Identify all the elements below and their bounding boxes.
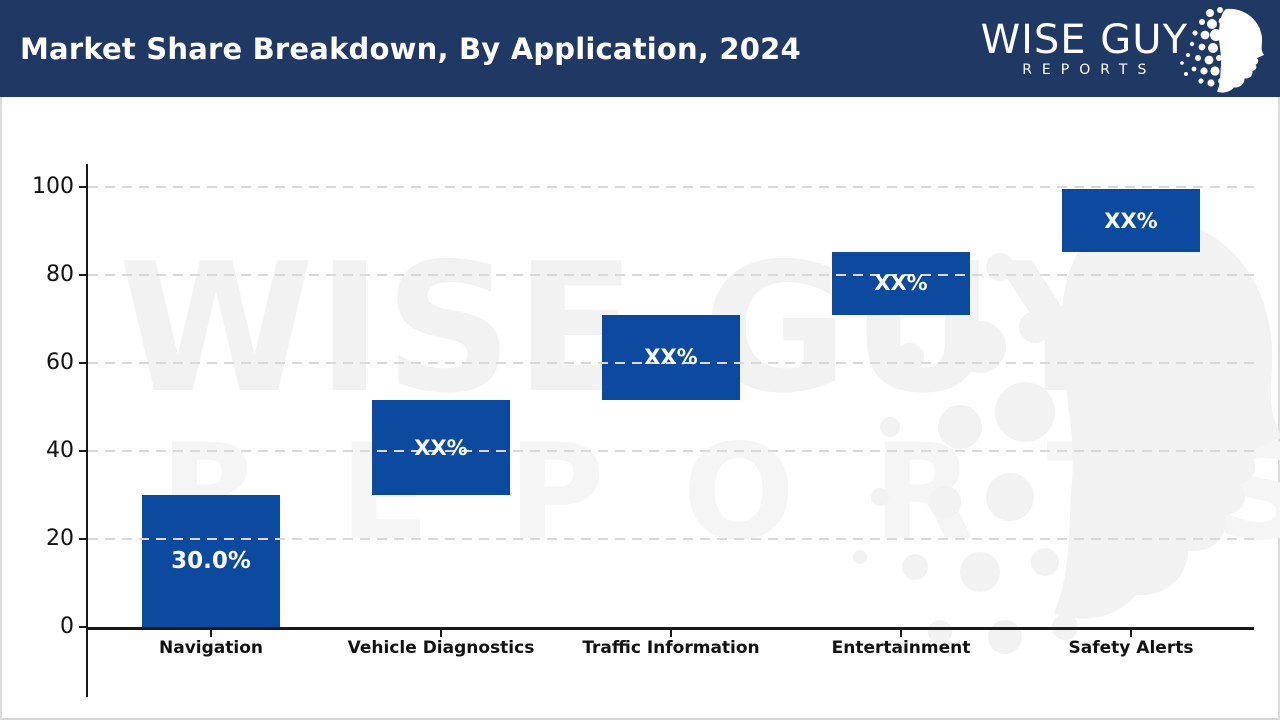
bar-traffic-information — [602, 314, 740, 400]
x-category-label: Vehicle Diagnostics — [347, 638, 535, 658]
gridline — [88, 362, 1254, 364]
gridline — [88, 186, 1254, 188]
wise-guy-logo: WISE GUY REPORTS — [981, 3, 1274, 95]
y-tick-label: 20 — [46, 526, 74, 551]
x-tick — [900, 630, 902, 637]
bar-value-label: XX% — [644, 345, 698, 370]
gridline — [88, 274, 1254, 276]
y-tick — [79, 450, 86, 452]
watermark-head-icon — [853, 215, 1280, 654]
page-title: Market Share Breakdown, By Application, … — [20, 31, 801, 66]
x-category-label: Traffic Information — [582, 638, 760, 658]
x-tick — [670, 630, 672, 637]
bar-vehicle-diagnostics — [372, 400, 510, 495]
bar-safety-alerts — [1062, 189, 1200, 253]
x-tick — [210, 630, 212, 637]
y-tick-label: 0 — [60, 614, 74, 639]
bar-value-label: 30.0% — [171, 548, 251, 574]
header-bar: Market Share Breakdown, By Application, … — [0, 0, 1280, 97]
chart-area: WISE GUY REPORTS 0 20 40 60 80 100 30.0% Naviga… — [0, 97, 1280, 720]
y-tick — [79, 186, 86, 188]
bar-navigation — [142, 495, 280, 627]
bar-value-label: XX% — [874, 271, 928, 296]
bar-value-label: XX% — [1104, 208, 1158, 233]
x-axis-line — [86, 627, 1254, 630]
y-tick — [79, 626, 86, 628]
y-tick-label: 100 — [32, 174, 74, 199]
y-tick — [79, 362, 86, 364]
x-category-label: Entertainment — [831, 638, 971, 658]
logo-subtitle: REPORTS — [1022, 62, 1157, 78]
x-tick — [1130, 630, 1132, 637]
x-tick — [440, 630, 442, 637]
gridline — [88, 538, 1254, 540]
logo-text: WISE GUY REPORTS — [981, 20, 1188, 77]
logo-head-icon — [1180, 6, 1264, 93]
x-category-label: Navigation — [159, 638, 263, 658]
y-tick — [79, 538, 86, 540]
y-tick-label: 60 — [46, 350, 74, 375]
logo-wordmark: WISE GUY — [980, 17, 1188, 63]
y-tick-label: 80 — [46, 262, 74, 287]
gridline — [88, 450, 1254, 452]
bar-entertainment — [832, 252, 970, 315]
x-category-label: Safety Alerts — [1068, 638, 1194, 658]
y-tick-label: 40 — [46, 438, 74, 463]
y-axis-line — [86, 164, 88, 697]
bar-value-label: XX% — [414, 435, 468, 460]
y-tick — [79, 274, 86, 276]
